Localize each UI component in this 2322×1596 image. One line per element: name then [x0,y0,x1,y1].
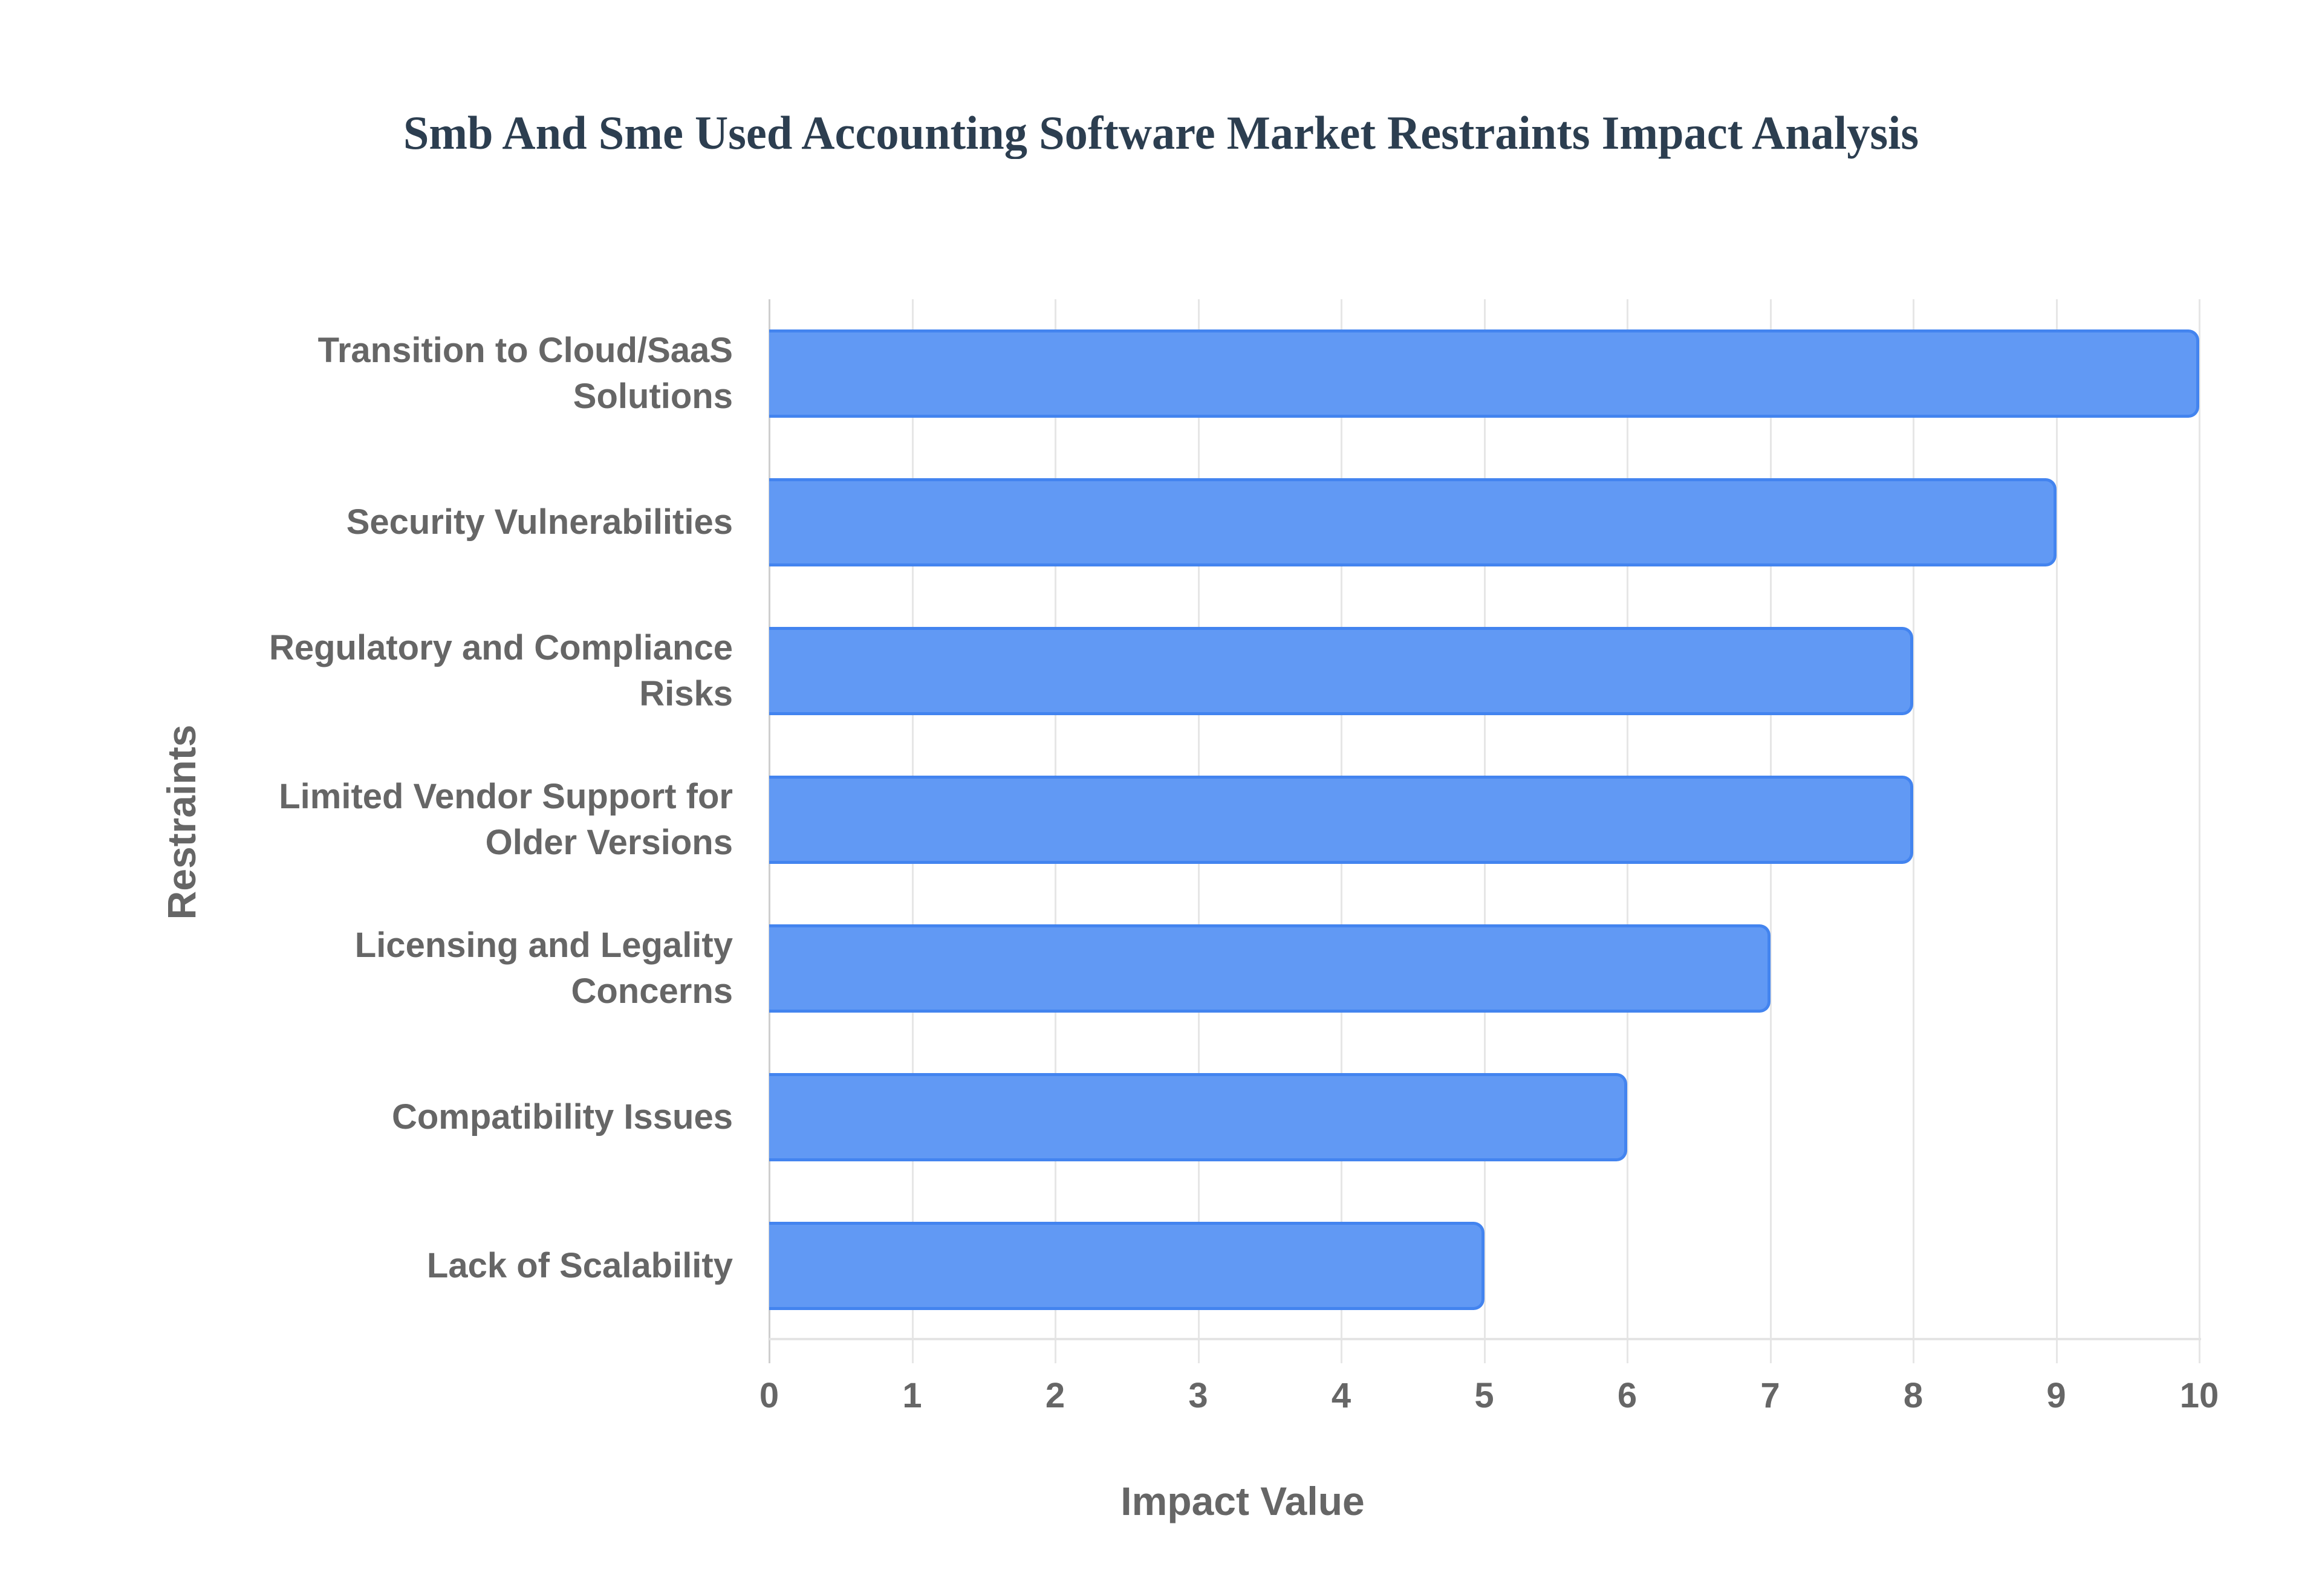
x-tick-label: 5 [1474,1376,1494,1415]
x-axis-title: Impact Value [1120,1479,1365,1523]
bar[interactable] [769,776,1913,864]
bar[interactable] [769,1073,1627,1161]
plot-area [769,299,2201,1363]
bar[interactable] [769,924,1771,1013]
bar[interactable] [769,478,2057,566]
x-tick-label: 10 [2179,1376,2219,1415]
x-tick-label: 3 [1188,1376,1208,1415]
bar[interactable] [769,329,2199,418]
y-axis-label: Security Vulnerabilities [346,502,733,542]
y-axis-label: Lack of Scalability [426,1246,733,1285]
bar[interactable] [769,1222,1485,1310]
x-tick-label: 1 [902,1376,922,1415]
y-axis-label: Licensing and Legality Concerns [354,926,733,1011]
gridline [2055,299,2058,1363]
y-axis-label: Compatibility Issues [391,1097,733,1137]
gridline [2199,299,2200,1363]
x-tick-label: 4 [1331,1376,1351,1415]
x-tick-label: 8 [1903,1376,1924,1415]
y-axis-label: Transition to Cloud/SaaS Solutions [317,331,733,416]
x-tick-label: 7 [1760,1376,1780,1415]
bar[interactable] [769,627,1913,715]
x-tick-label: 0 [759,1376,779,1415]
x-tick-label: 9 [2046,1376,2066,1415]
x-tick-label: 6 [1617,1376,1637,1415]
x-axis-line [769,1338,2201,1340]
gridline [1913,299,1914,1363]
y-axis-label: Limited Vendor Support for Older Versions [279,777,733,862]
x-tick-label: 2 [1045,1376,1065,1415]
y-axis-label: Regulatory and Compliance Risks [268,628,733,713]
chart-title: Smb And Sme Used Accounting Software Mar… [403,106,1919,159]
